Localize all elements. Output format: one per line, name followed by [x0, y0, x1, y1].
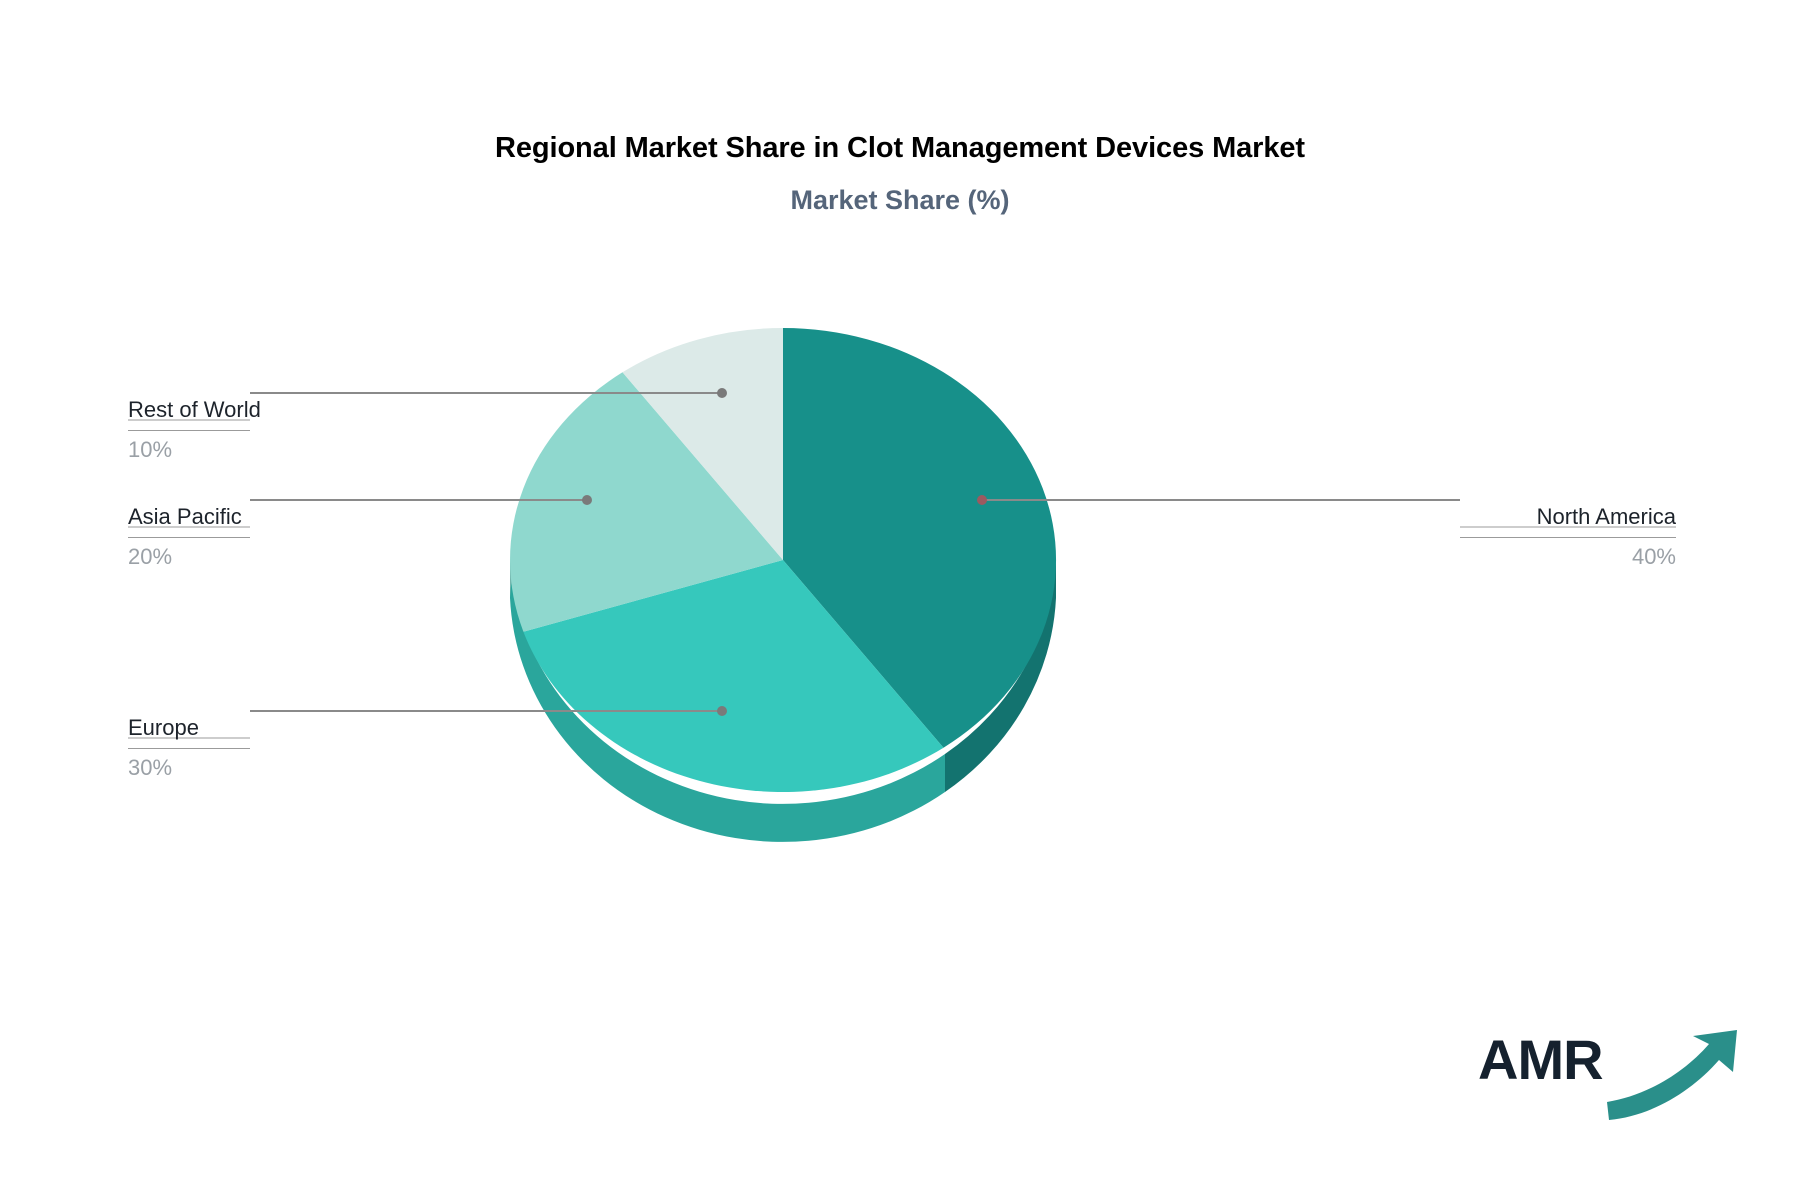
pie-slice-europe[interactable]: [523, 560, 944, 793]
callout-rule-rest-of-world: [128, 430, 250, 431]
callout-europe: Europe 30%: [128, 715, 250, 781]
amr-arrow-icon: [1607, 1030, 1737, 1120]
leader-europe: [250, 706, 727, 716]
amr-logo: AMR: [1478, 1028, 1604, 1091]
callout-north-america: North America 40%: [1460, 504, 1676, 570]
pie-side-europe: [510, 560, 945, 842]
callout-rule-north-america: [1460, 537, 1676, 538]
callout-label-north-america: North America: [1536, 504, 1676, 529]
leader-north-america: [977, 495, 1460, 505]
callout-value-asia-pacific: 20%: [128, 544, 173, 569]
callout-label-rest-of-world: Rest of World: [128, 397, 261, 422]
callout-label-asia-pacific: Asia Pacific: [128, 504, 242, 529]
callout-asia-pacific: Asia Pacific 20%: [128, 504, 250, 570]
pie-slice-asia-pacific[interactable]: [510, 372, 783, 632]
leader-rest-of-world: [250, 388, 727, 398]
callout-value-europe: 30%: [128, 755, 173, 780]
callout-rule-asia-pacific: [128, 537, 250, 538]
pie-slice-north-america[interactable]: [783, 328, 1057, 748]
chart-subtitle: Market Share (%): [790, 185, 1010, 215]
callout-rule-europe: [128, 748, 250, 749]
callout-label-europe: Europe: [128, 715, 199, 740]
leader-asia-pacific: [250, 495, 592, 505]
callout-rest-of-world: Rest of World 10%: [128, 397, 261, 463]
pie-side-north-america: [945, 560, 1056, 792]
callout-value-rest-of-world: 10%: [128, 437, 173, 462]
callout-value-north-america: 40%: [1631, 544, 1676, 569]
amr-logo-text: AMR: [1478, 1028, 1604, 1091]
pie-slice-rest-of-world[interactable]: [622, 328, 784, 560]
chart-title: Regional Market Share in Clot Management…: [495, 132, 1305, 164]
